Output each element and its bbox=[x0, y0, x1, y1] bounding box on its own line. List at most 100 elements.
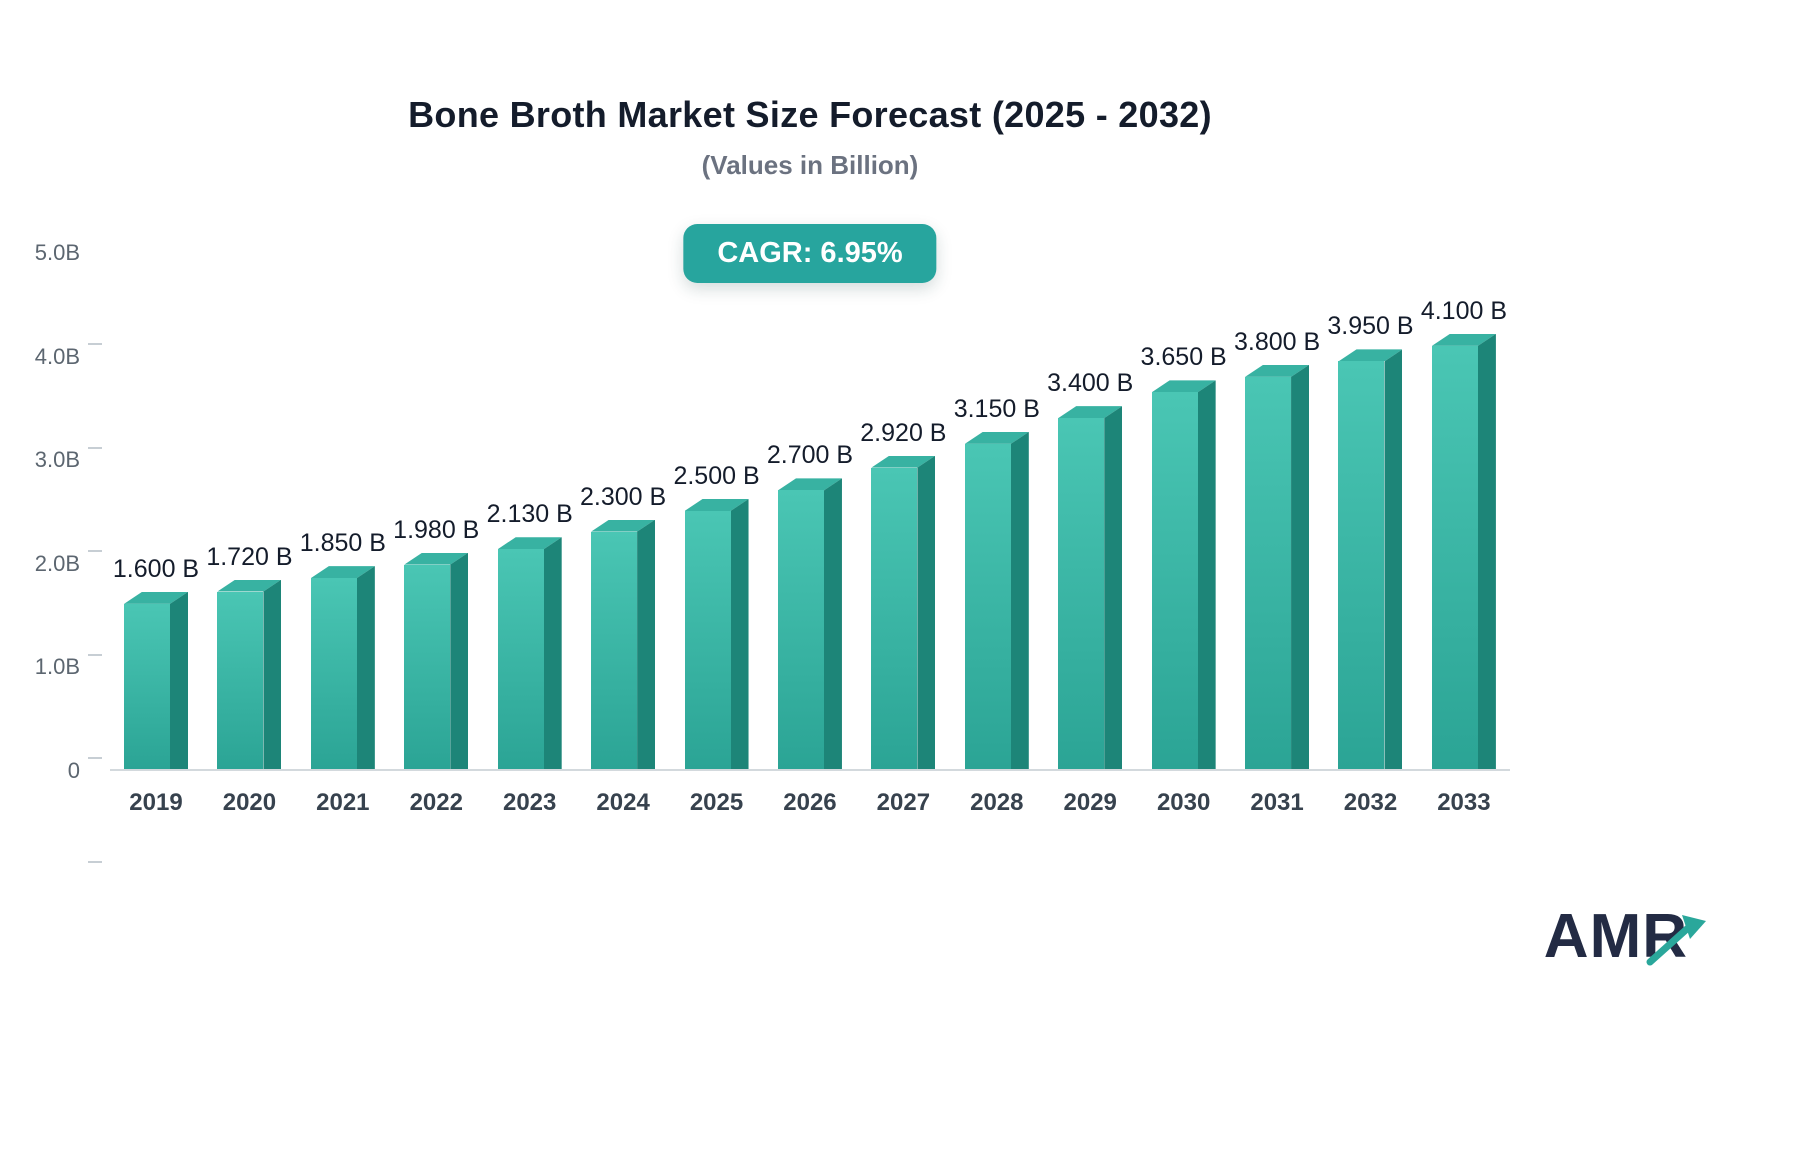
bar-value-label: 3.400 B bbox=[1047, 369, 1134, 398]
y-tick-mark bbox=[88, 343, 102, 345]
x-axis-label: 2033 bbox=[1437, 789, 1491, 816]
bar-front-face bbox=[1431, 345, 1478, 769]
bar: 3.400 B bbox=[1047, 369, 1133, 769]
bar-value-label: 2.130 B bbox=[486, 500, 573, 529]
bar-side-face bbox=[450, 552, 469, 769]
bar-side-face bbox=[730, 499, 749, 769]
bar-value-label: 2.500 B bbox=[673, 462, 760, 490]
x-axis-label: 2024 bbox=[596, 789, 650, 816]
bar-value-label: 2.920 B bbox=[860, 418, 947, 447]
y-axis: 0 1.0B 2.0B 3.0B 4.0B 5.0B bbox=[20, 240, 80, 783]
chart-header: Bone Broth Market Size Forecast (2025 - … bbox=[0, 0, 1620, 181]
bar: 3.950 B bbox=[1327, 312, 1414, 769]
bar-front-face bbox=[404, 564, 451, 769]
x-axis-label: 2029 bbox=[1063, 789, 1117, 816]
bar-front-face bbox=[124, 603, 170, 769]
bar-front-face bbox=[871, 467, 918, 769]
x-axis-label: 2021 bbox=[316, 789, 370, 816]
bar-value-label: 3.150 B bbox=[953, 394, 1040, 423]
bar-top-face bbox=[777, 478, 842, 491]
x-axis-label: 2022 bbox=[409, 789, 463, 816]
bar-front-face bbox=[497, 549, 544, 769]
bar-top-face bbox=[1151, 380, 1216, 393]
bar-value-label: 3.950 B bbox=[1327, 312, 1414, 341]
bar-side-face bbox=[1291, 364, 1310, 769]
cagr-badge: CAGR: 6.95% bbox=[683, 224, 937, 283]
x-axis-label: 2023 bbox=[502, 789, 557, 816]
bars: 1.600 B 1.720 B 1.850 B 1.980 B 2.130 B 2.300… bbox=[110, 253, 1510, 769]
x-axis-label: 2028 bbox=[970, 789, 1024, 816]
x-axis-label: 2031 bbox=[1250, 789, 1304, 816]
bar-value-label: 4.100 B bbox=[1420, 296, 1507, 325]
bar-top-face bbox=[497, 537, 562, 550]
bar-value-label: 1.600 B bbox=[112, 554, 200, 583]
bar-side-face bbox=[823, 478, 842, 769]
bar-side-face bbox=[170, 591, 188, 769]
chart-subtitle: (Values in Billion) bbox=[701, 150, 919, 180]
y-tick-mark bbox=[88, 861, 102, 863]
bar-front-face bbox=[1058, 418, 1105, 769]
bar-front-face bbox=[964, 443, 1011, 769]
bar-side-face bbox=[543, 537, 562, 769]
bar: 1.850 B bbox=[300, 529, 386, 769]
bar: 3.150 B bbox=[954, 395, 1040, 769]
bar-top-face bbox=[1338, 349, 1403, 362]
bar-front-face bbox=[1338, 361, 1385, 769]
x-axis-label: 2026 bbox=[783, 789, 837, 816]
plot-area: 1.600 B 1.720 B 1.850 B 1.980 B 2.130 B 2.300… bbox=[110, 253, 1510, 771]
bar: 2.700 B bbox=[767, 441, 853, 769]
bar-side-face bbox=[1104, 406, 1123, 769]
x-axis-label: 2025 bbox=[689, 789, 744, 816]
bar-top-face bbox=[310, 566, 375, 579]
bar-top-face bbox=[124, 591, 188, 604]
bar-front-face bbox=[684, 511, 731, 769]
bar-side-face bbox=[917, 455, 936, 769]
y-tick-mark bbox=[88, 446, 102, 449]
bar: 1.600 B bbox=[113, 555, 199, 769]
y-tick-mark bbox=[88, 653, 102, 656]
bar-front-face bbox=[591, 531, 638, 769]
x-axis-label: 2032 bbox=[1343, 789, 1398, 816]
bar-top-face bbox=[591, 519, 656, 532]
y-tick-label: 1.0B bbox=[34, 654, 80, 680]
bar-value-label: 1.850 B bbox=[299, 529, 386, 558]
y-tick-mark bbox=[88, 757, 102, 760]
bar-side-face bbox=[1010, 431, 1029, 769]
bar: 2.130 B bbox=[487, 500, 573, 769]
x-axis-label: 2020 bbox=[222, 789, 277, 816]
bar-front-face bbox=[310, 578, 357, 769]
y-tick-label: 3.0B bbox=[34, 447, 80, 473]
bar-value-label: 3.650 B bbox=[1140, 343, 1227, 372]
bar-value-label: 2.300 B bbox=[580, 482, 667, 511]
bar-side-face bbox=[356, 566, 375, 769]
bar: 3.650 B bbox=[1141, 343, 1227, 769]
bar-chart: 0 1.0B 2.0B 3.0B 4.0B 5.0B 1.600 B 1.720 B 1.85… bbox=[20, 240, 1550, 863]
bar-front-face bbox=[1245, 376, 1292, 769]
amr-logo-text: AMR bbox=[1543, 902, 1688, 971]
bar: 1.980 B bbox=[393, 516, 479, 769]
bar-top-face bbox=[684, 499, 749, 511]
bar: 4.100 B bbox=[1421, 297, 1507, 769]
growth-arrow-icon bbox=[1646, 915, 1706, 966]
bar-side-face bbox=[263, 579, 282, 769]
bar-side-face bbox=[637, 519, 656, 769]
x-axis-label: 2019 bbox=[129, 789, 183, 816]
bar-top-face bbox=[1245, 364, 1310, 377]
y-tick-label: 4.0B bbox=[34, 343, 80, 369]
bar-value-label: 1.720 B bbox=[206, 542, 293, 571]
bar-side-face bbox=[1197, 380, 1216, 769]
bar-value-label: 1.980 B bbox=[393, 515, 480, 544]
bar-side-face bbox=[1384, 349, 1403, 769]
y-tick-label: 0 bbox=[67, 758, 80, 783]
amr-logo: AMR bbox=[1544, 906, 1706, 968]
bar: 2.500 B bbox=[673, 462, 760, 769]
bar: 2.920 B bbox=[860, 419, 946, 769]
bar-top-face bbox=[871, 455, 936, 468]
bar-front-face bbox=[217, 591, 264, 769]
bar: 1.720 B bbox=[206, 543, 293, 769]
y-tick-label: 5.0B bbox=[34, 240, 80, 265]
bar-value-label: 2.700 B bbox=[766, 441, 854, 470]
x-axis-label: 2027 bbox=[876, 789, 931, 816]
bar-front-face bbox=[777, 490, 824, 769]
